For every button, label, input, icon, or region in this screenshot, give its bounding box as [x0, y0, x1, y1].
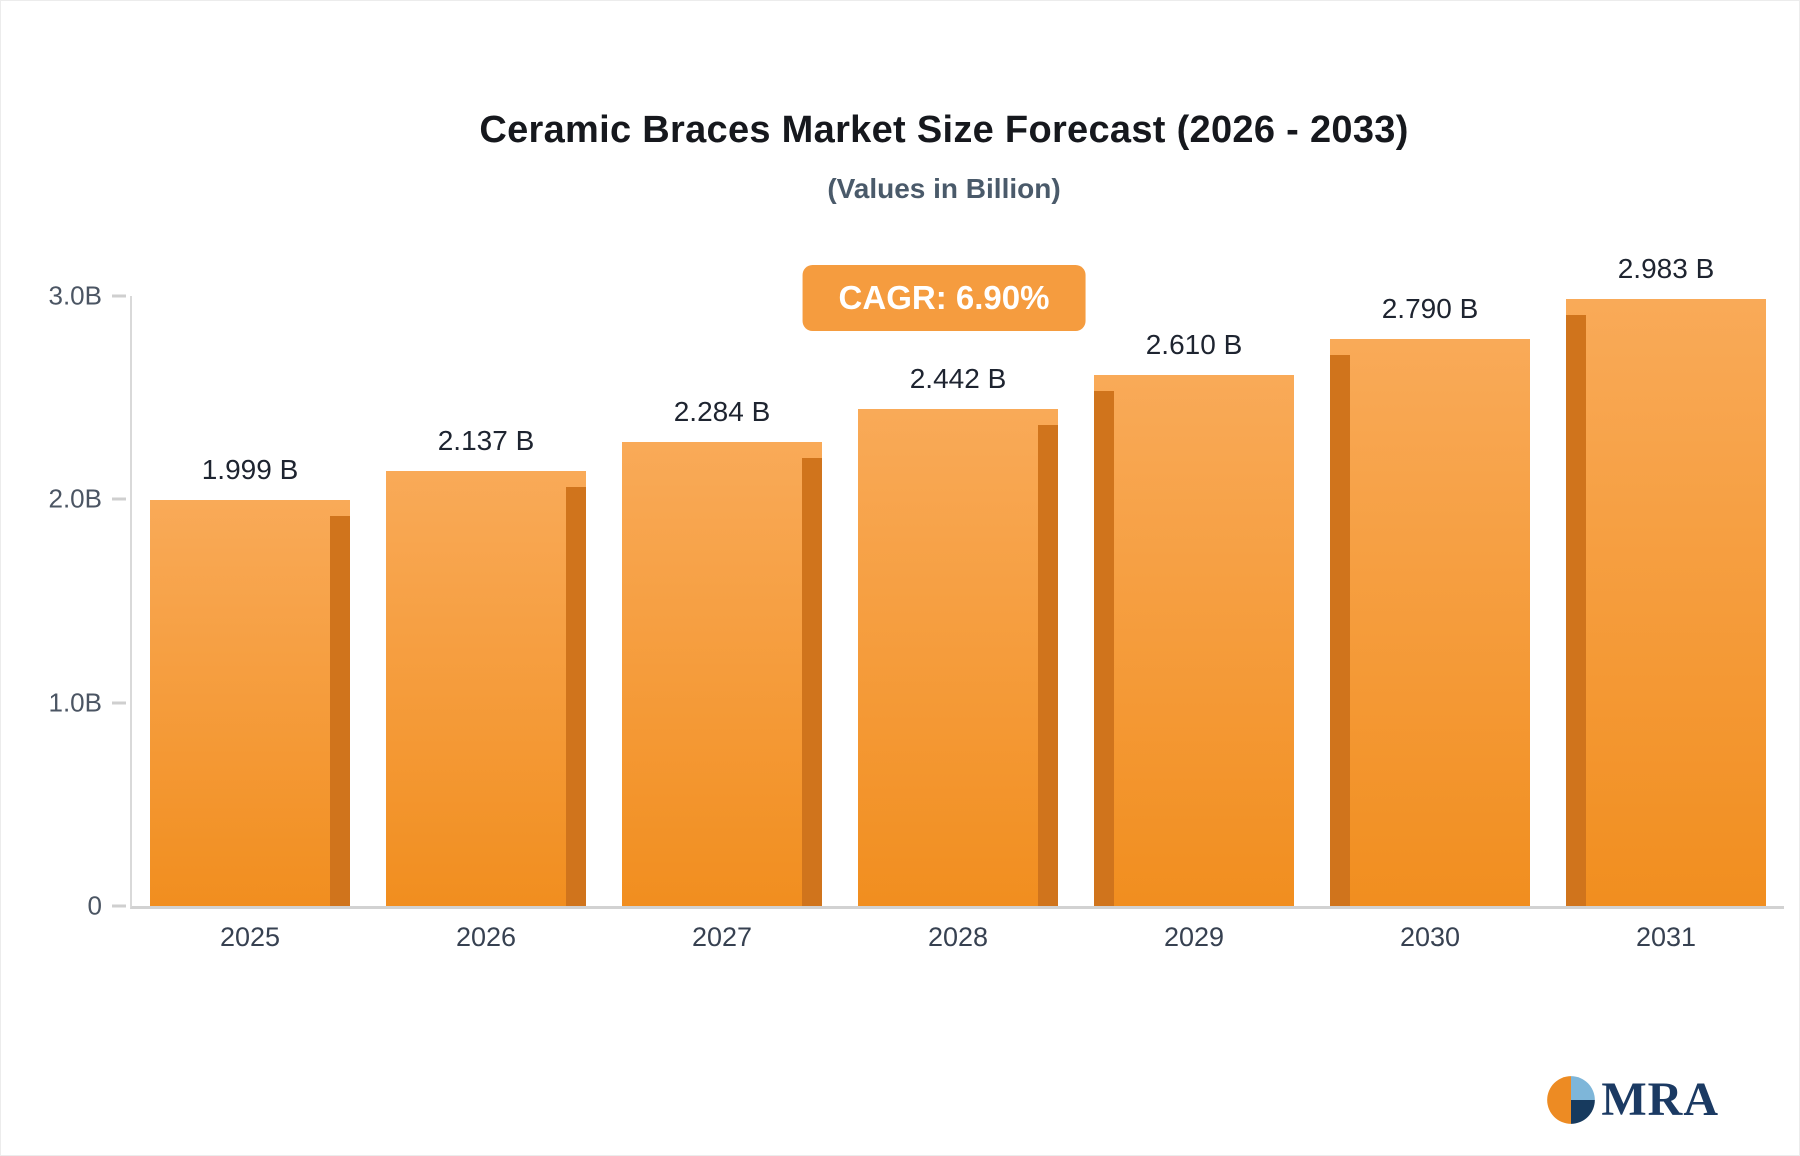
x-axis-label: 2029 — [1163, 922, 1225, 952]
bar-slot: 1.999 B — [132, 296, 368, 906]
bar — [386, 471, 586, 906]
bar-value-label: 1.999 B — [201, 454, 299, 485]
bar-face — [858, 409, 1058, 906]
bar — [1566, 299, 1766, 906]
bar-face — [1330, 339, 1530, 906]
bar — [622, 442, 822, 906]
logo: MRA — [1545, 1072, 1719, 1127]
bar — [150, 500, 350, 906]
bar-slot: 2.610 B — [1076, 296, 1312, 906]
bar — [1094, 375, 1294, 906]
y-tick-label: 1.0B — [48, 687, 103, 718]
bar-side-shade — [566, 487, 586, 906]
bar-side-shade — [1038, 425, 1058, 906]
bar-slot: 2.284 B — [604, 296, 840, 906]
logo-pie-icon — [1547, 1075, 1596, 1124]
bar-side-shade — [1330, 355, 1350, 906]
y-tick-label: 2.0B — [48, 483, 103, 514]
x-axis-labels: 2025 2026 2027 2028 2029 2030 2031 — [132, 922, 1784, 953]
bar-slot: 2.790 B — [1312, 293, 1548, 906]
bar-value-label: 2.284 B — [673, 396, 771, 427]
bar-side-shade — [330, 516, 350, 906]
bar-face — [386, 471, 586, 906]
x-axis-label: 2027 — [691, 922, 753, 952]
x-axis-label: 2031 — [1635, 922, 1697, 952]
x-axis-label: 2026 — [455, 922, 517, 952]
bar-value-label: 2.983 B — [1617, 253, 1715, 284]
bar-face — [622, 442, 822, 906]
bar-value-label: 2.442 B — [909, 363, 1007, 394]
bar-value-label: 2.610 B — [1145, 329, 1243, 360]
y-tick-label: 0 — [87, 890, 102, 921]
bar-value-label: 2.790 B — [1381, 293, 1479, 324]
y-tick-label: 3.0B — [48, 280, 103, 311]
plot-area: 0 1.0B 2.0B 3.0B 1.999 B 2.137 B 2.284 B 2.442… — [49, 253, 1784, 952]
bar-face — [1566, 299, 1766, 906]
bar-value-label: 2.137 B — [437, 425, 535, 456]
logo-text: MRA — [1601, 1073, 1719, 1126]
y-tick-mark — [112, 497, 126, 501]
chart-title: Ceramic Braces Market Size Forecast (202… — [479, 109, 1409, 151]
y-tick-mark — [112, 294, 126, 298]
bar-side-shade — [802, 458, 822, 906]
y-tick-mark — [112, 701, 126, 705]
bar-side-shade — [1566, 315, 1586, 906]
bar-slot: 2.442 B — [840, 296, 1076, 906]
bar-face — [150, 500, 350, 906]
x-axis-label: 2025 — [219, 922, 281, 952]
bar-side-shade — [1094, 391, 1114, 906]
bar — [1330, 339, 1530, 906]
bar-face — [1094, 375, 1294, 906]
bars: 1.999 B 2.137 B 2.284 B 2.442 B 2.610 B 2.790… — [132, 253, 1784, 906]
y-tick-mark — [112, 904, 126, 908]
cagr-badge: CAGR: 6.90% — [802, 265, 1086, 331]
bar — [858, 409, 1058, 906]
x-axis-label: 2028 — [927, 922, 989, 952]
x-axis-label: 2030 — [1399, 922, 1461, 952]
bar-slot: 2.137 B — [368, 296, 604, 906]
chart-subtitle: (Values in Billion) — [827, 173, 1061, 204]
bar-slot: 2.983 B — [1548, 253, 1784, 906]
